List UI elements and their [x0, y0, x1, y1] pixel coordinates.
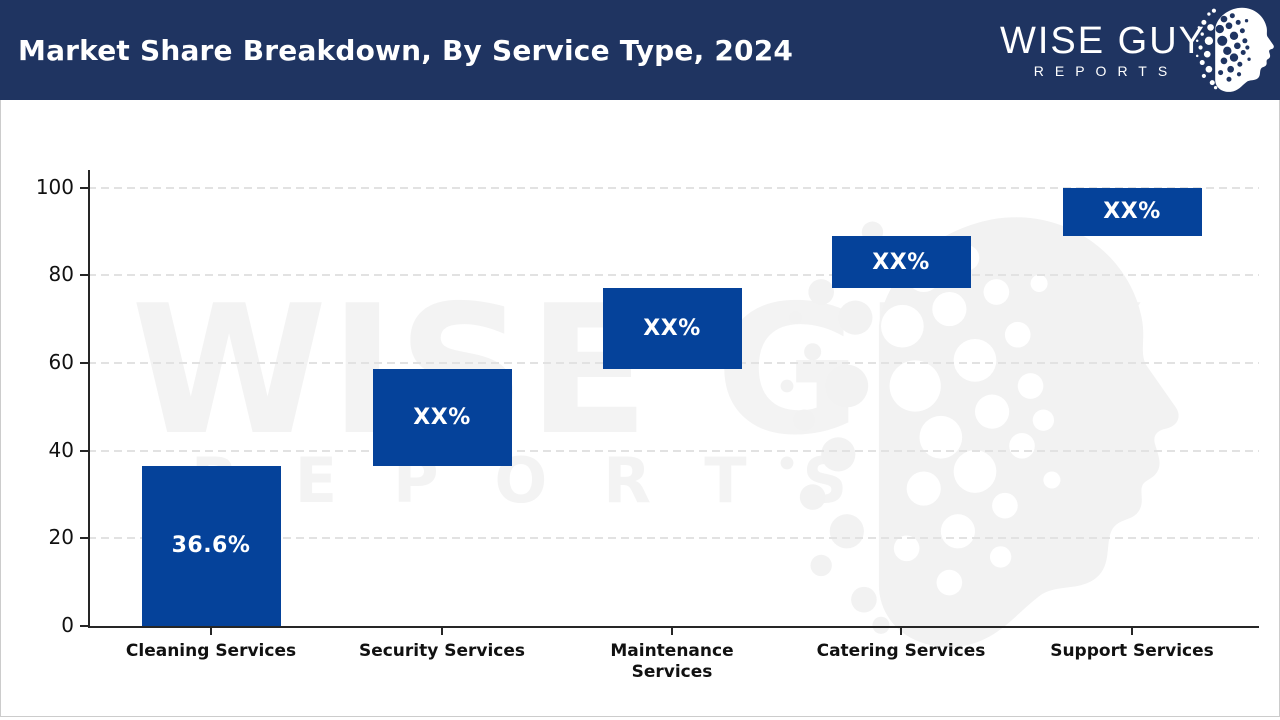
y-tick-label: 60 [48, 349, 74, 374]
x-tick [441, 628, 443, 635]
y-tick-label: 80 [48, 262, 74, 287]
x-category-label: Catering Services [786, 641, 1016, 662]
x-category-label: Cleaning Services [96, 641, 326, 662]
y-tick [80, 449, 88, 452]
bar-segment: 36.6% [141, 465, 281, 626]
y-tick [80, 274, 88, 277]
x-tick [671, 628, 673, 635]
header-banner: Market Share Breakdown, By Service Type,… [0, 0, 1280, 100]
bar-value-label: 36.6% [171, 533, 251, 559]
watermark-text-line2: REPORTS [191, 444, 904, 517]
gridline [88, 186, 1259, 189]
bar-segment: XX% [602, 288, 742, 370]
brand-logo: WISE GUY REPORTS [1000, 4, 1280, 96]
bar-segment: XX% [372, 369, 512, 466]
y-axis-line [88, 170, 90, 628]
gridline [88, 274, 1259, 277]
y-tick [80, 537, 88, 540]
x-category-label-text: Security Services [358, 641, 526, 661]
bar-segment: XX% [1062, 187, 1202, 236]
y-tick-label: 0 [61, 613, 74, 637]
x-tick [900, 628, 902, 635]
x-category-label-text: Catering Services [816, 641, 986, 661]
bar-value-label: XX% [1103, 199, 1161, 225]
x-tick [1131, 628, 1133, 635]
y-tick-label: 20 [48, 525, 74, 550]
x-axis-line [88, 626, 1259, 628]
gridline [88, 449, 1259, 452]
y-tick [80, 625, 88, 627]
y-tick-label: 40 [48, 437, 74, 462]
x-category-label-text: Maintenance Services [610, 641, 734, 682]
y-tick [80, 186, 88, 189]
bar-value-label: XX% [643, 316, 701, 342]
x-category-label: Support Services [1017, 641, 1247, 662]
bar-segment: XX% [831, 235, 971, 289]
x-category-label: Maintenance Services [557, 641, 787, 683]
brand-subname: REPORTS [1033, 62, 1179, 79]
brand-logo-text: WISE GUY REPORTS [1000, 22, 1206, 79]
bar-value-label: XX% [872, 249, 930, 275]
y-tick [80, 361, 88, 364]
bar-value-label: XX% [413, 404, 471, 430]
page-title: Market Share Breakdown, By Service Type,… [18, 33, 794, 67]
x-tick [210, 628, 212, 635]
chart-canvas: WISE GUY REPORTS 0 20 40 60 80 100 36.6% Cleani… [0, 100, 1280, 717]
x-category-label-text: Cleaning Services [125, 641, 297, 661]
y-tick-label: 100 [35, 174, 74, 199]
x-category-label: Security Services [327, 641, 557, 662]
gridline [88, 537, 1259, 540]
x-category-label-text: Support Services [1050, 641, 1214, 661]
brand-name: WISE GUY [999, 19, 1206, 62]
wiseguy-face-watermark [780, 217, 1179, 648]
